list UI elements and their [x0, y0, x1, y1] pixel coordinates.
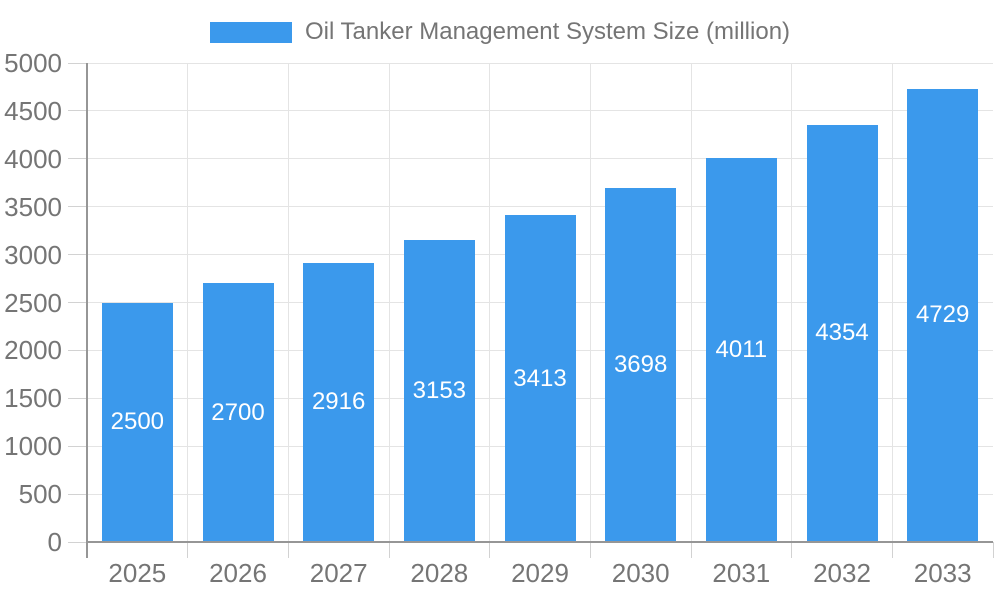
bar-2028[interactable]: 3153 [403, 239, 475, 542]
plot-area: 2500 2700 2916 3153 3413 3698 4011 4354 4729 [87, 62, 993, 542]
v-gridline [891, 63, 893, 542]
chart-legend[interactable]: Oil Tanker Management System Size (milli… [0, 16, 1000, 48]
y-axis-label: 500 [18, 479, 62, 510]
y-axis-label: 2500 [4, 287, 62, 318]
h-gridline [87, 206, 993, 208]
x-tick-mark [992, 542, 994, 558]
y-tick-mark [68, 541, 87, 543]
bar-value-label: 2916 [311, 388, 366, 416]
x-tick-mark [388, 542, 390, 558]
x-tick-mark [589, 542, 591, 558]
x-tick-mark [489, 542, 491, 558]
x-tick-mark [690, 542, 692, 558]
x-axis-label-2026: 2026 [209, 558, 267, 588]
bar-2031[interactable]: 4011 [705, 157, 777, 542]
y-tick-mark [68, 349, 87, 351]
bar-value-label: 3413 [513, 364, 567, 392]
x-axis-label-2027: 2027 [309, 558, 368, 588]
bar-2026[interactable]: 2700 [202, 283, 274, 542]
y-axis-label: 0 [47, 527, 62, 557]
bar-value-label: 4354 [815, 319, 869, 347]
y-tick-mark [68, 110, 87, 112]
bar-2030[interactable]: 3698 [605, 187, 677, 542]
bar-2032[interactable]: 4354 [806, 124, 878, 542]
y-tick-mark [68, 206, 87, 208]
bar-value-label: 4729 [915, 301, 970, 329]
h-gridline [87, 62, 993, 64]
bar-2029[interactable]: 3413 [504, 215, 576, 542]
h-gridline [87, 110, 993, 112]
v-gridline [388, 63, 390, 542]
x-axis-label-2032: 2032 [813, 558, 871, 588]
y-axis-line [86, 63, 88, 558]
y-tick-mark [68, 302, 87, 303]
x-axis-label-2031: 2031 [712, 558, 771, 588]
y-tick-mark [68, 158, 87, 160]
y-tick-mark [68, 397, 87, 399]
bar-2033[interactable]: 4729 [907, 88, 979, 542]
x-axis-label-2033: 2033 [913, 558, 972, 588]
y-axis-label: 1000 [4, 431, 62, 462]
y-tick-mark [68, 493, 87, 495]
y-axis-label: 2000 [4, 335, 62, 366]
v-gridline [690, 63, 692, 542]
bar-value-label: 3698 [613, 350, 668, 378]
x-tick-mark [891, 542, 893, 558]
y-axis-label: 4500 [4, 95, 62, 126]
bar-value-label: 2700 [211, 398, 265, 426]
y-tick-mark [68, 62, 87, 64]
bar-2025[interactable]: 2500 [101, 302, 173, 542]
bar-value-label: 2500 [110, 408, 165, 436]
legend-series-label: Oil Tanker Management System Size (milli… [304, 18, 791, 45]
bar-value-label: 4011 [715, 335, 768, 363]
x-axis-label-2029: 2029 [511, 558, 569, 588]
v-gridline [287, 63, 289, 542]
x-axis-label-2030: 2030 [611, 558, 670, 588]
y-axis-label: 3500 [4, 191, 62, 222]
x-axis-label-2028: 2028 [410, 558, 469, 588]
y-tick-mark [68, 445, 87, 447]
v-gridline [489, 63, 491, 542]
x-axis-label-2025: 2025 [108, 558, 167, 588]
v-gridline [791, 63, 793, 542]
legend-color-swatch [209, 21, 292, 43]
h-gridline [87, 158, 993, 160]
v-gridline [589, 63, 591, 542]
x-tick-mark [287, 542, 289, 558]
y-axis-label: 1500 [4, 383, 62, 414]
x-tick-mark [187, 542, 189, 558]
bar-value-label: 3153 [412, 376, 467, 404]
y-axis-label: 5000 [4, 48, 62, 78]
x-axis-line [87, 541, 993, 543]
bar-2027[interactable]: 2916 [303, 262, 375, 542]
v-gridline [187, 63, 189, 542]
y-axis-label: 3000 [4, 239, 62, 270]
x-tick-mark [791, 542, 793, 558]
y-tick-mark [68, 254, 87, 256]
y-axis-label: 4000 [4, 143, 62, 174]
